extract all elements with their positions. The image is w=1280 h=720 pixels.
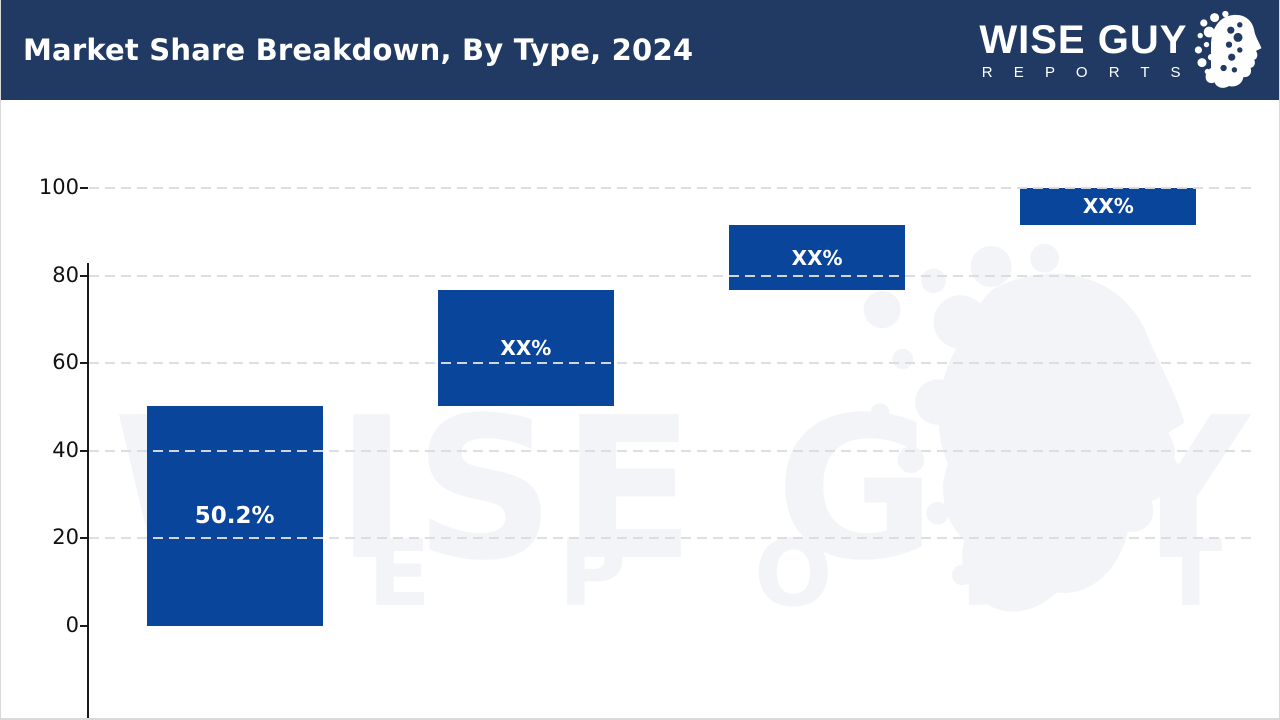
bar-segment: XX% (1020, 188, 1197, 225)
y-tick-label: 20 (52, 525, 79, 550)
logo-wordmark: WISE GUY (979, 18, 1188, 62)
bar-value-label: XX% (791, 245, 843, 270)
y-tick-label: 80 (52, 262, 79, 287)
logo-subtitle: R E P O R T S (981, 64, 1189, 81)
y-tick-mark (80, 187, 88, 189)
bar-value-label: 50.2% (194, 503, 275, 530)
logo-head-icon (1194, 10, 1262, 88)
y-tick-mark (80, 537, 88, 540)
y-tick-label: 100 (38, 175, 79, 199)
bar-segment: XX% (729, 224, 906, 291)
logo-text: WISE GUY R E P O R T S (978, 20, 1189, 80)
bar-value-label: XX% (500, 336, 552, 361)
y-tick-mark (80, 274, 88, 277)
y-gridline (89, 449, 1254, 452)
wise-guy-logo: WISE GUY R E P O R T S (978, 9, 1265, 91)
y-axis-line (87, 263, 89, 718)
watermark-head-icon (863, 243, 1185, 612)
bar-segment: 50.2% (146, 406, 323, 626)
y-gridline (89, 537, 1254, 540)
y-tick-mark (80, 362, 88, 365)
y-gridline (89, 362, 1254, 365)
y-tick-label: 40 (52, 437, 79, 462)
y-gridline (89, 187, 1254, 189)
page-title: Market Share Breakdown, By Type, 2024 (23, 33, 694, 67)
y-gridline (89, 274, 1254, 277)
y-tick-mark (80, 449, 88, 452)
waterfall-chart: WISE GUY R E P O R T S 02040608010050.2%… (1, 100, 1279, 718)
bar-segment: XX% (437, 290, 614, 407)
header-bar: Market Share Breakdown, By Type, 2024 WI… (1, 0, 1279, 100)
bar-value-label: XX% (1082, 194, 1134, 219)
y-tick-label: 0 (65, 613, 79, 637)
y-tick-label: 60 (52, 350, 79, 375)
y-tick-mark (80, 625, 88, 627)
